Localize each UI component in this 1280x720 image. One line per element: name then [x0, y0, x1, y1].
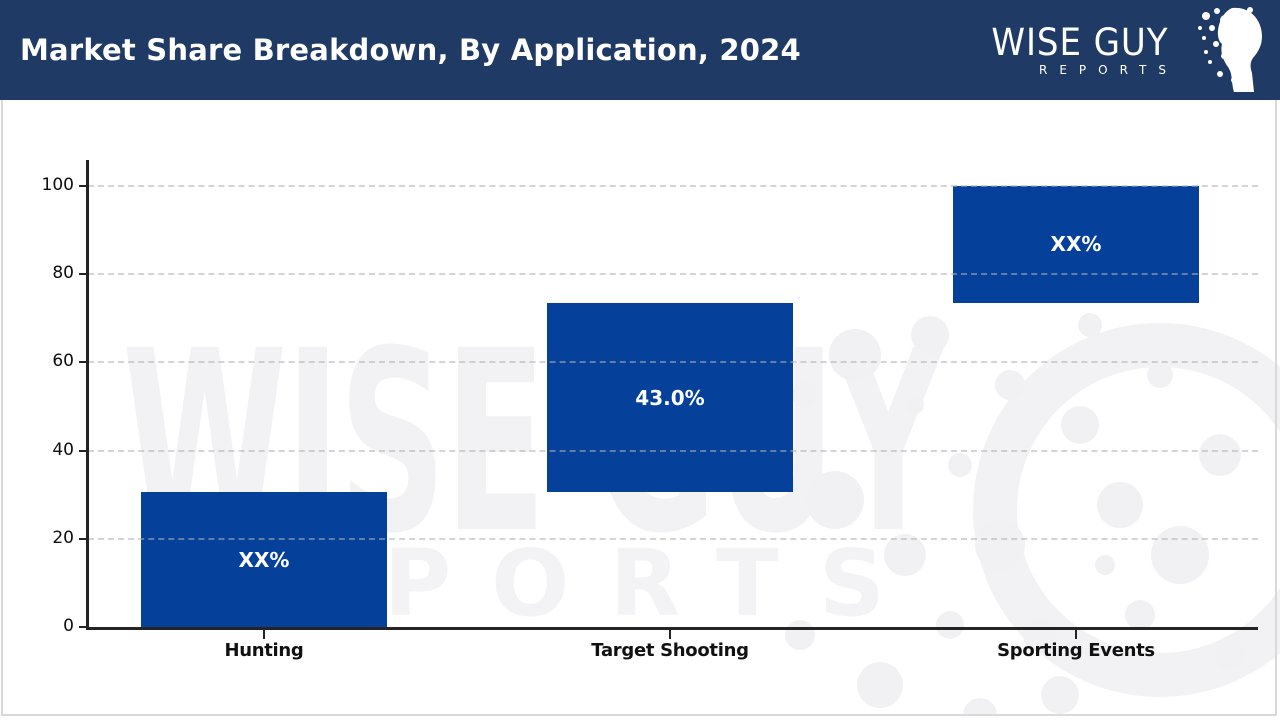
logo-face-icon — [1198, 7, 1262, 92]
bar-segment — [547, 302, 793, 493]
bar-value-label: 43.0% — [635, 385, 705, 410]
y-axis-line — [86, 160, 89, 630]
y-axis-tick — [79, 537, 88, 540]
y-axis-tick-label: 20 — [52, 527, 74, 548]
background-watermark: WISE GUY REPORTS — [0, 100, 1280, 716]
y-axis-tick-label: 0 — [63, 616, 74, 636]
gridline — [88, 361, 1258, 364]
bar-segment — [141, 492, 387, 627]
gridline — [88, 537, 1258, 540]
bar-segment — [953, 186, 1199, 303]
x-axis-line — [86, 627, 1258, 630]
y-axis-tick — [79, 626, 88, 628]
bar-value-label: XX% — [238, 547, 290, 572]
y-axis-tick-label: 80 — [52, 263, 74, 284]
x-axis-tick — [263, 630, 265, 639]
x-axis-category-label: Hunting — [224, 640, 304, 661]
watermark-head-dots-icon — [785, 313, 1280, 716]
y-axis-tick — [79, 273, 88, 276]
y-axis-tick — [79, 361, 88, 364]
y-axis-tick-label: 100 — [41, 175, 74, 195]
logo-subtext: REPORTS — [1038, 63, 1178, 77]
y-axis-tick — [79, 185, 88, 187]
brand-logo: WISE GUY REPORTS — [976, 0, 1266, 100]
x-axis-category-label: Target Shooting — [591, 640, 749, 661]
gridline — [88, 273, 1258, 276]
bar-value-label: XX% — [1050, 232, 1102, 257]
gridline — [88, 449, 1258, 452]
y-axis-tick-label: 40 — [52, 439, 74, 460]
gridline — [88, 185, 1258, 187]
y-axis-tick-label: 60 — [52, 351, 74, 372]
logo-wordmark: WISE GUY — [990, 21, 1168, 64]
header-banner: Market Share Breakdown, By Application, … — [0, 0, 1280, 100]
x-axis-tick — [669, 630, 671, 639]
x-axis-tick — [1075, 630, 1077, 639]
y-axis-tick — [79, 449, 88, 452]
plot-area: XX% 43.0% XX% 0 20 40 60 80 100 Hunting Target Sh… — [0, 100, 1280, 716]
x-axis-category-label: Sporting Events — [997, 640, 1155, 661]
page-title: Market Share Breakdown, By Application, … — [20, 33, 801, 67]
